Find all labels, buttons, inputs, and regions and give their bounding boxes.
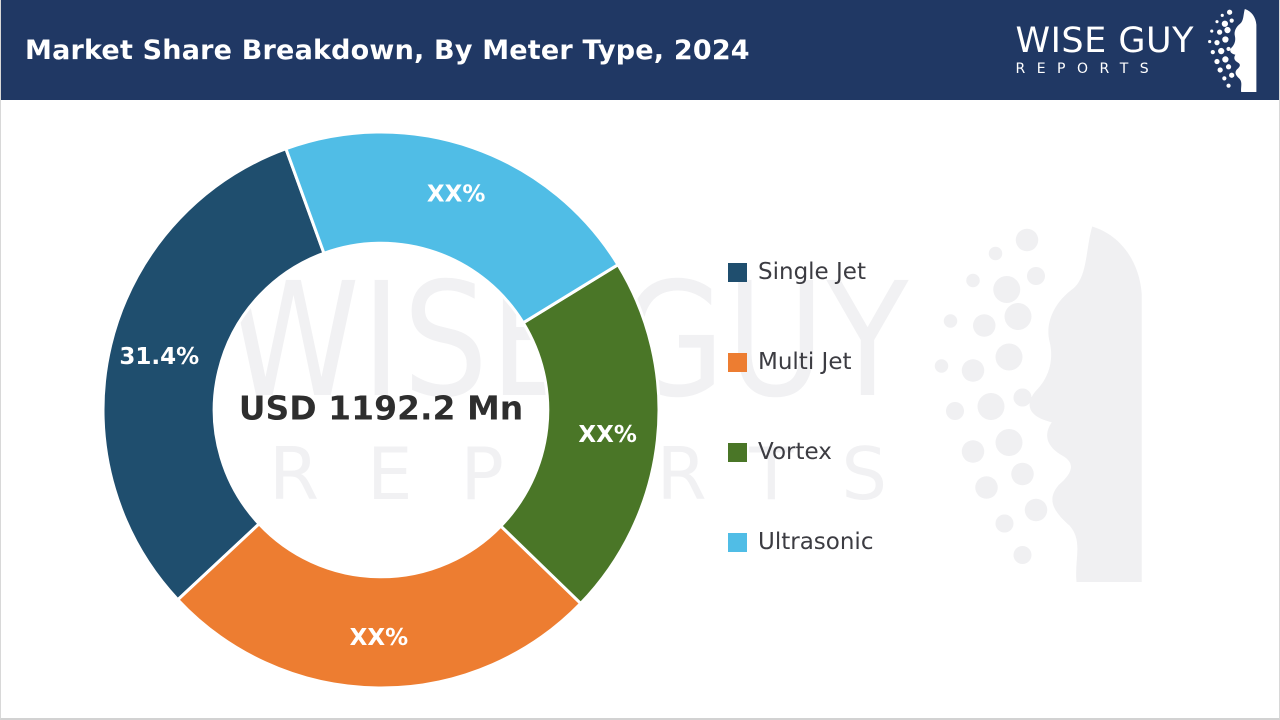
legend-label-single-jet: Single Jet [758,259,866,285]
slice-percentage-label: XX% [427,182,486,208]
logo-sub-text: REPORTS [1015,60,1161,77]
donut-slice-ultrasonic [284,130,620,325]
legend-swatch-multi-jet [728,352,747,372]
legend-swatch-single-jet [728,262,747,282]
page-title: Market Share Breakdown, By Meter Type, 2… [25,34,750,66]
legend-label-ultrasonic: Ultrasonic [758,529,874,555]
logo-text-block: WISE GUY REPORTS [1015,20,1194,77]
legend-swatch-vortex [728,442,747,462]
donut-slice-vortex [499,263,661,605]
slice-percentage-label: XX% [578,422,637,448]
donut-slice-multi-jet [176,522,583,690]
legend-label-vortex: Vortex [758,439,832,465]
wise-guy-reports-logo: WISE GUY REPORTS [1015,8,1259,92]
header-bar: Market Share Breakdown, By Meter Type, 2… [1,0,1279,100]
legend-label-multi-jet: Multi Jet [758,349,852,375]
chart-center-value: USD 1192.2 Mn [238,388,524,428]
legend-item-multi-jet: Multi Jet [728,347,851,377]
logo-face-icon [1208,9,1257,92]
logo-name-text: WISE GUY [1015,20,1194,61]
slice-percentage-label: 31.4% [119,344,199,370]
legend-item-single-jet: Single Jet [728,257,866,287]
slice-percentage-label: XX% [350,625,409,651]
legend-item-vortex: Vortex [728,437,832,467]
legend-swatch-ultrasonic [728,532,747,552]
donut-slice-single-jet [101,147,326,602]
legend-item-ultrasonic: Ultrasonic [728,527,873,557]
